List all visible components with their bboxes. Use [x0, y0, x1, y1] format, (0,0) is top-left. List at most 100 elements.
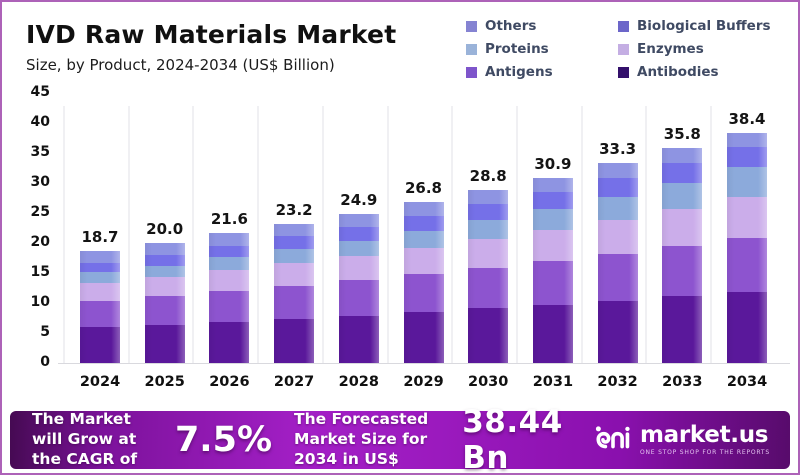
bar-value-label: 30.9 [534, 154, 572, 173]
page-title: IVD Raw Materials Market [26, 20, 397, 49]
bar-segment-enzymes [274, 262, 315, 286]
vertical-guide [645, 106, 648, 363]
bar-segment-others [209, 233, 250, 246]
bar-value-label: 24.9 [340, 190, 378, 209]
bar-segment-enzymes [597, 220, 638, 254]
bar-segment-enzymes [403, 247, 444, 275]
x-axis-label: 2033 [662, 374, 703, 390]
bar-segment-antibodies [662, 296, 703, 363]
bar-segment-others [597, 163, 638, 179]
stacked-bar-2033 [662, 148, 703, 363]
bar-value-label: 18.7 [81, 227, 119, 246]
stacked-bar-2024 [80, 250, 120, 364]
x-axis-label: 2031 [532, 374, 574, 390]
bar-segment-proteins [727, 166, 767, 197]
bar-segment-biological-buffers [532, 191, 573, 209]
legend-label: Biological Buffers [637, 18, 771, 34]
legend-swatch [466, 66, 477, 78]
legend-swatch [618, 43, 629, 55]
marketus-logo-tagline: ONE STOP SHOP FOR THE REPORTS [639, 449, 770, 456]
bar-segment-enzymes [144, 277, 185, 297]
y-axis-tick: 20 [30, 234, 50, 250]
x-axis-label: 2024 [79, 374, 121, 390]
bar-segment-others [662, 148, 703, 164]
x-axis-label: 2029 [403, 374, 444, 390]
bar-segment-others [403, 202, 444, 216]
chart-subtitle: Size, by Product, 2024-2034 (US$ Billion… [26, 56, 335, 74]
marketus-logo: market.us ONE STOP SHOP FOR THE REPORTS [594, 423, 770, 457]
bar-segment-antigens [597, 253, 638, 301]
vertical-guide [451, 106, 454, 363]
bar-segment-biological-buffers [209, 245, 250, 258]
bar-segment-biological-buffers [403, 215, 444, 231]
bar-segment-biological-buffers [597, 178, 638, 197]
x-axis-label: 2034 [726, 374, 768, 390]
bar-segment-proteins [274, 248, 315, 263]
bar-segment-proteins [209, 257, 250, 270]
bar-segment-antibodies [727, 292, 767, 363]
stacked-bar-2029 [403, 202, 444, 363]
bar-segment-antigens [403, 274, 444, 312]
y-axis-tick: 30 [30, 174, 50, 190]
bar-segment-proteins [468, 220, 509, 239]
legend-swatch [466, 43, 477, 55]
vertical-guide [386, 106, 389, 363]
bar-segment-others [532, 177, 573, 192]
vertical-guide [257, 106, 260, 363]
bar-segment-others [274, 223, 315, 237]
bar-segment-antibodies [403, 311, 444, 363]
legend-swatch [618, 20, 629, 32]
y-axis-tick: 40 [30, 114, 50, 130]
forecast-value: 38.44 Bn [462, 404, 563, 475]
bar-segment-others [80, 250, 120, 263]
y-axis-tick: 25 [30, 204, 50, 220]
bar-segment-enzymes [662, 209, 703, 246]
legend: Others Biological Buffers Proteins Enzymes A… [466, 18, 786, 80]
bar-segment-proteins [662, 182, 703, 210]
vertical-guide [127, 106, 130, 363]
stacked-bar-2031 [532, 177, 573, 364]
vertical-guide [63, 106, 65, 363]
y-axis-tick: 35 [30, 144, 50, 160]
bar-segment-antibodies [80, 326, 120, 363]
bar-segment-proteins [144, 265, 185, 278]
bar-segment-others [144, 243, 185, 255]
legend-item: Biological Buffers [618, 18, 786, 34]
legend-item: Others [466, 18, 616, 34]
stacked-bar-2034 [727, 132, 767, 364]
bar-segment-proteins [532, 208, 573, 230]
bar-value-label: 26.8 [404, 179, 442, 198]
bar-segment-others [727, 132, 767, 147]
bar-segment-proteins [597, 196, 638, 221]
bar-segment-proteins [338, 240, 379, 256]
marketus-logo-icon [594, 423, 632, 457]
x-axis-label: 2032 [597, 374, 638, 390]
bar-value-label: 38.4 [728, 109, 766, 128]
cagr-value: 7.5% [174, 420, 273, 460]
vertical-guide [710, 106, 712, 363]
footer-banner: The Market will Grow at the CAGR of 7.5%… [10, 404, 790, 473]
bar-value-label: 35.8 [663, 125, 701, 144]
bar-value-label: 33.3 [599, 140, 637, 159]
x-axis-label: 2026 [209, 374, 250, 390]
legend-label: Enzymes [637, 41, 704, 57]
y-axis-tick: 10 [30, 294, 50, 310]
forecast-label: The Forecasted Market Size for 2034 in U… [294, 410, 429, 468]
bar-segment-antigens [274, 285, 315, 319]
bar-value-label: 21.6 [210, 210, 248, 229]
x-axis-label: 2025 [144, 374, 185, 390]
bar-segment-antigens [532, 260, 573, 305]
bar-segment-antigens [144, 296, 185, 325]
bar-segment-enzymes [209, 269, 250, 291]
bar-segment-antigens [727, 237, 767, 293]
bar-segment-biological-buffers [80, 262, 120, 273]
marketus-logo-text: market.us [639, 422, 769, 448]
stacked-bar-2030 [468, 190, 509, 363]
y-axis-tick: 45 [30, 84, 50, 100]
y-axis-tick: 5 [40, 324, 50, 340]
bar-segment-antigens [338, 280, 379, 316]
legend-label: Proteins [485, 41, 549, 57]
bar-value-label: 23.2 [275, 200, 313, 219]
